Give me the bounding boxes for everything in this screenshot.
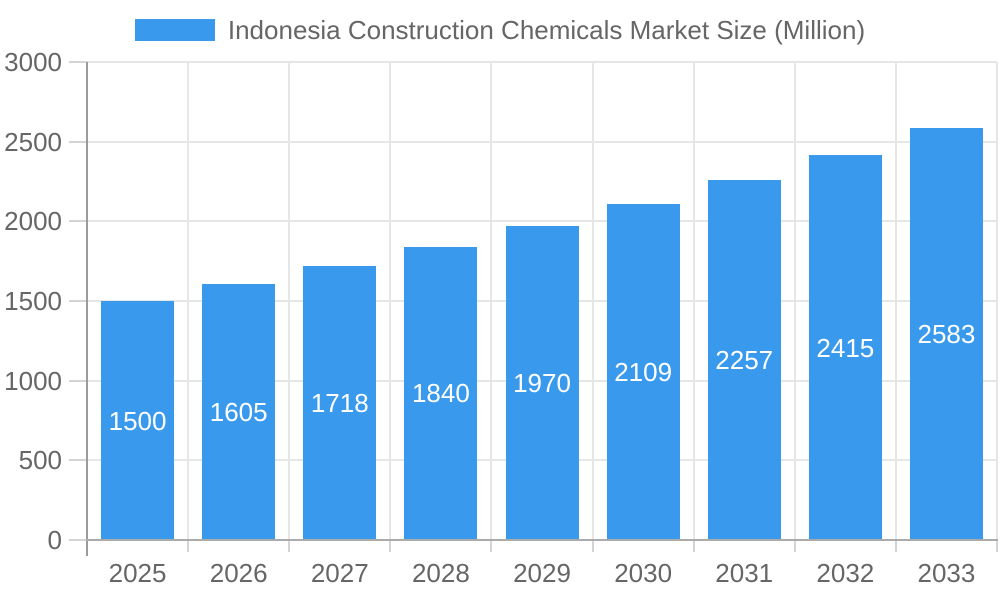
y-axis-label: 500	[18, 445, 62, 476]
x-tick	[894, 540, 897, 552]
y-tick	[69, 61, 87, 63]
x-gridline	[187, 62, 190, 540]
y-gridline	[87, 220, 997, 223]
y-tick	[69, 379, 87, 382]
x-gridline	[288, 62, 291, 540]
bar-value-label: 2415	[816, 332, 875, 363]
bar-value-label: 2257	[715, 345, 774, 376]
x-axis-label: 2033	[917, 558, 976, 588]
x-axis-label: 2025	[108, 558, 167, 588]
y-tick	[69, 220, 87, 223]
x-axis-label: 2031	[715, 558, 774, 588]
bar-value-label: 1970	[513, 368, 571, 399]
x-axis-label: 2030	[614, 558, 673, 588]
bar-2031	[707, 180, 781, 540]
x-gridline	[894, 62, 897, 540]
y-gridline	[87, 140, 997, 143]
y-tick	[69, 300, 87, 302]
y-axis-label: 3000	[4, 47, 62, 77]
bar-2029	[505, 226, 579, 540]
y-axis-label: 0	[47, 525, 62, 555]
x-tick	[591, 540, 594, 552]
x-tick	[187, 540, 190, 552]
x-gridline	[996, 62, 998, 540]
bar-2032	[808, 155, 882, 540]
y-axis-label: 2500	[4, 126, 62, 157]
x-gridline	[490, 62, 493, 540]
x-axis-label: 2027	[310, 558, 369, 588]
bar-2030	[606, 203, 680, 540]
x-axis-label: 2028	[411, 558, 470, 588]
bar-value-label: 2109	[614, 356, 673, 387]
x-tick	[288, 540, 291, 552]
y-tick	[69, 539, 87, 541]
y-tick	[69, 459, 87, 462]
y-axis-label: 1000	[4, 365, 62, 396]
y-axis-label: 2000	[4, 206, 62, 237]
bar-2028	[404, 246, 478, 540]
bar-value-label: 2583	[917, 319, 976, 350]
x-gridline	[389, 62, 392, 540]
y-axis-line	[86, 62, 88, 556]
bar-2025	[101, 301, 175, 540]
x-axis-line	[86, 539, 998, 541]
legend-label: Indonesia Construction Chemicals Market …	[227, 15, 866, 45]
legend-swatch	[134, 19, 215, 41]
y-gridline	[87, 61, 997, 63]
bar-value-label: 1840	[411, 378, 470, 409]
x-tick	[793, 540, 796, 552]
bar-value-label: 1500	[108, 405, 167, 436]
x-gridline	[793, 62, 796, 540]
y-tick	[69, 140, 87, 143]
bar-value-label: 1718	[310, 388, 369, 419]
y-axis-label: 1500	[4, 286, 62, 316]
bar-2026	[202, 284, 276, 540]
bar-2033	[909, 128, 983, 540]
x-axis-label: 2029	[513, 558, 571, 588]
legend[interactable]: Indonesia Construction Chemicals Market …	[0, 15, 1000, 45]
bar-value-label: 1605	[209, 397, 268, 428]
x-axis-label: 2026	[209, 558, 268, 588]
x-axis-label: 2032	[816, 558, 875, 588]
bar-2027	[303, 266, 377, 540]
x-gridline	[591, 62, 594, 540]
x-tick	[996, 540, 998, 552]
x-tick	[692, 540, 695, 552]
x-gridline	[692, 62, 695, 540]
x-tick	[490, 540, 493, 552]
x-tick	[389, 540, 392, 552]
